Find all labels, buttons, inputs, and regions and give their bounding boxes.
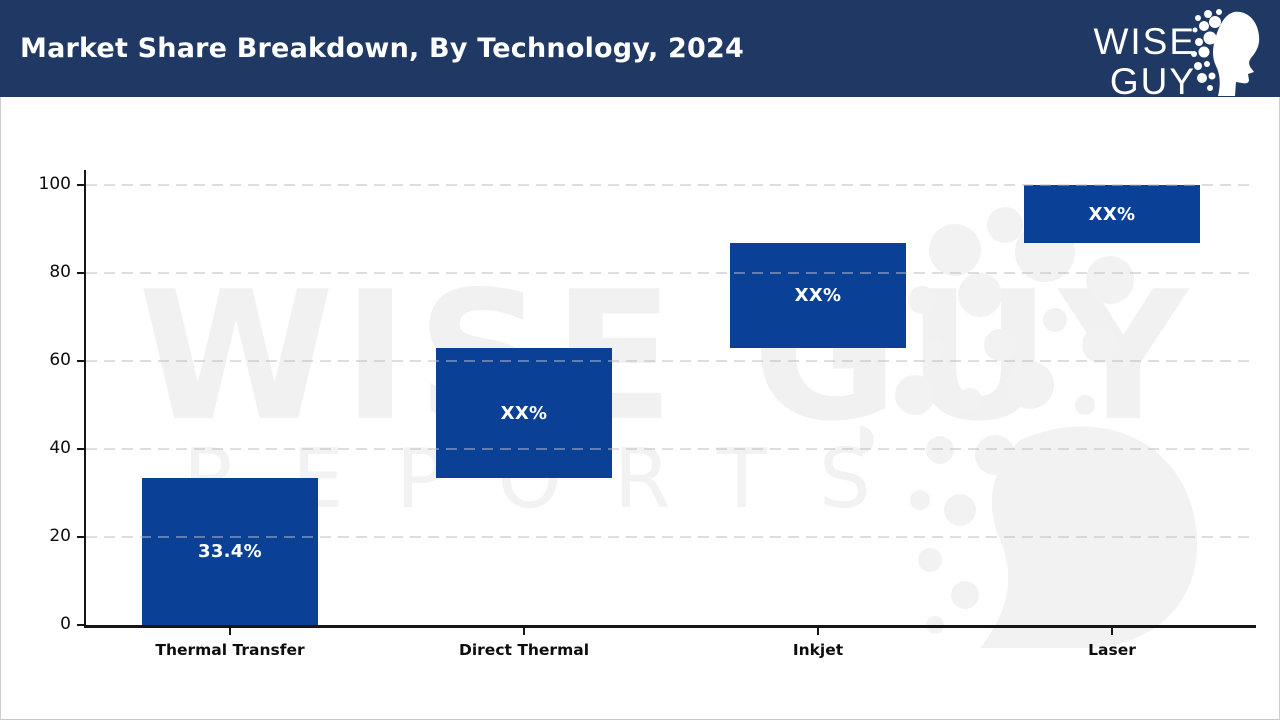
x-axis-line [84,625,1256,628]
y-axis-tick [77,272,85,274]
x-axis-category-label: Thermal Transfer [155,641,305,659]
y-axis-tick [77,360,85,362]
bar-segment: XX% [730,243,906,349]
bar-value-label: XX% [500,402,548,424]
x-axis-tick [1111,627,1113,635]
x-axis-category-label: Laser [1088,641,1136,659]
gridline [86,448,1254,450]
header-band: Market Share Breakdown, By Technology, 2… [0,0,1280,118]
page-title: Market Share Breakdown, By Technology, 2… [20,33,745,64]
y-axis-tick [77,536,85,538]
x-axis-tick [229,627,231,635]
x-axis-tick [523,627,525,635]
bar-value-label: 33.4% [198,541,262,562]
bar-segment: 33.4% [142,478,318,625]
wise-guy-logo: WISE GUY REPORTS [1002,6,1262,118]
logo-head-icon [1191,9,1260,96]
bar-value-label: XX% [1088,203,1136,225]
y-axis-tick-label: 100 [38,174,71,194]
gridline [86,272,1254,274]
y-axis-tick-label: 40 [49,438,71,458]
y-axis-tick [77,624,85,626]
y-axis-tick-label: 80 [49,262,71,282]
logo-wordmark: WISE GUY [1093,21,1196,102]
y-axis-tick-label: 0 [60,614,71,634]
gridline [86,184,1254,186]
bar-value-label: XX% [794,285,842,307]
x-axis-category-label: Direct Thermal [458,641,590,659]
y-axis-line [84,170,86,627]
gridline [86,536,1254,538]
y-axis-tick [77,448,85,450]
x-axis-category-label: Inkjet [792,641,844,659]
gridline [86,360,1254,362]
y-axis-tick-label: 60 [49,350,71,370]
bar-segment: XX% [1024,185,1200,244]
y-axis-tick [77,184,85,186]
y-axis-tick-label: 20 [49,526,71,546]
x-axis-tick [817,627,819,635]
bar-segment: XX% [436,348,612,479]
